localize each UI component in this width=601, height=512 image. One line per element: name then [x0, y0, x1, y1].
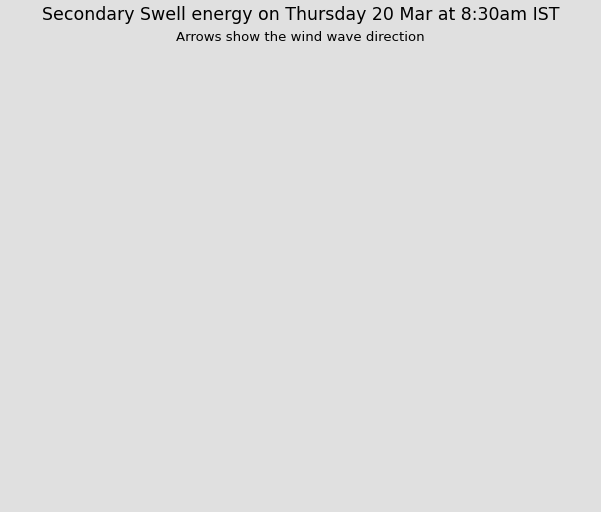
Text: Arrows show the wind wave direction: Arrows show the wind wave direction — [176, 31, 425, 45]
Text: Secondary Swell energy on Thursday 20 Mar at 8:30am IST: Secondary Swell energy on Thursday 20 Ma… — [41, 6, 560, 24]
